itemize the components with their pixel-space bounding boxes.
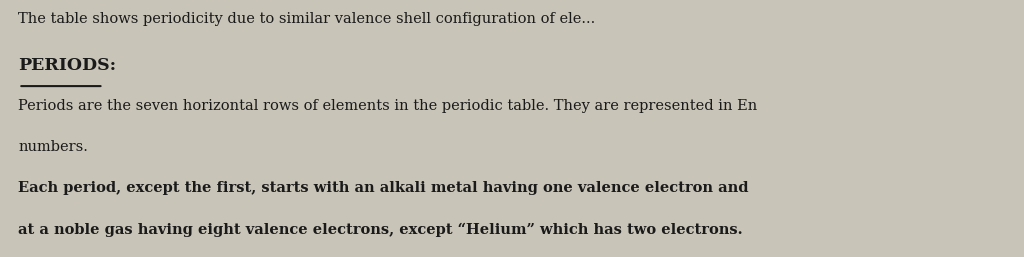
Text: Each period, except the first, starts with an alkali metal having one valence el: Each period, except the first, starts wi…	[18, 181, 749, 195]
Text: Periods are the seven horizontal rows of elements in the periodic table. They ar: Periods are the seven horizontal rows of…	[18, 99, 758, 113]
Text: at a noble gas having eight valence electrons, except “Helium” which has two ele: at a noble gas having eight valence elec…	[18, 222, 743, 237]
Text: numbers.: numbers.	[18, 140, 88, 154]
Text: The table shows periodicity due to similar valence shell configuration of ele...: The table shows periodicity due to simil…	[18, 12, 596, 25]
Text: PERIODS:: PERIODS:	[18, 57, 117, 74]
